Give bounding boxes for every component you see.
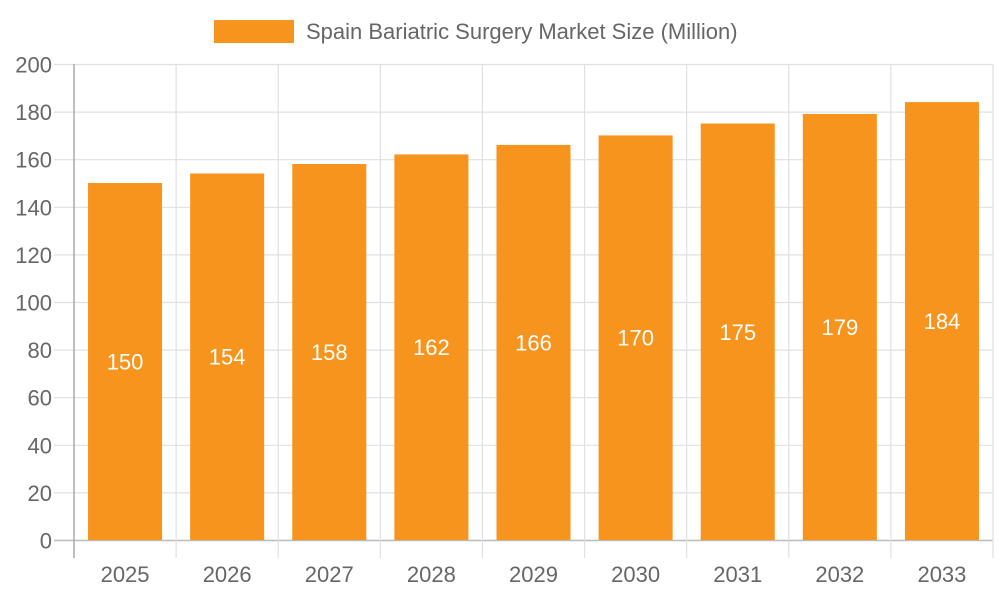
y-tick-label: 0 bbox=[40, 529, 52, 554]
x-tick-label: 2030 bbox=[611, 562, 660, 587]
axes: 0 20 40 60 80 100 120 140 160 180 200 2025 2026 2027 2… bbox=[15, 53, 966, 588]
bars: 150 154 158 162 166 170 175 179 184 bbox=[88, 102, 979, 541]
bar bbox=[292, 163, 367, 540]
data-label: 175 bbox=[719, 320, 756, 345]
bar bbox=[88, 183, 163, 540]
x-tick-label: 2025 bbox=[101, 562, 150, 587]
bar bbox=[904, 102, 979, 540]
x-tick-label: 2032 bbox=[815, 562, 864, 587]
x-tick-label: 2031 bbox=[713, 562, 762, 587]
legend-label: Spain Bariatric Surgery Market Size (Mil… bbox=[306, 19, 738, 44]
y-tick-label: 100 bbox=[15, 291, 52, 316]
y-tick-label: 120 bbox=[15, 243, 52, 268]
y-tick-label: 80 bbox=[28, 338, 52, 363]
data-label: 170 bbox=[617, 326, 654, 351]
y-tick-label: 20 bbox=[28, 481, 52, 506]
x-tick-label: 2029 bbox=[509, 562, 558, 587]
x-tick-label: 2028 bbox=[407, 562, 456, 587]
data-label: 179 bbox=[821, 315, 858, 340]
data-label: 162 bbox=[413, 335, 450, 360]
x-tick-label: 2027 bbox=[305, 562, 354, 587]
y-tick-label: 160 bbox=[15, 148, 52, 173]
x-tick-label: 2026 bbox=[203, 562, 252, 587]
bar bbox=[496, 144, 571, 541]
y-tick-label: 180 bbox=[15, 100, 52, 125]
y-tick-label: 140 bbox=[15, 195, 52, 220]
bar bbox=[394, 154, 469, 540]
bar bbox=[190, 173, 265, 541]
y-tick-label: 200 bbox=[15, 53, 52, 78]
data-label: 150 bbox=[107, 350, 144, 375]
bar bbox=[598, 135, 673, 540]
legend-swatch bbox=[214, 20, 294, 43]
bar bbox=[700, 123, 775, 540]
data-label: 154 bbox=[209, 345, 246, 370]
y-tick-label: 40 bbox=[28, 433, 52, 458]
data-label: 166 bbox=[515, 330, 552, 355]
bar bbox=[802, 113, 877, 540]
legend: Spain Bariatric Surgery Market Size (Mil… bbox=[214, 19, 738, 44]
data-label: 158 bbox=[311, 340, 348, 365]
data-label: 184 bbox=[924, 309, 961, 334]
y-tick-label: 60 bbox=[28, 386, 52, 411]
x-tick-label: 2033 bbox=[917, 562, 966, 587]
